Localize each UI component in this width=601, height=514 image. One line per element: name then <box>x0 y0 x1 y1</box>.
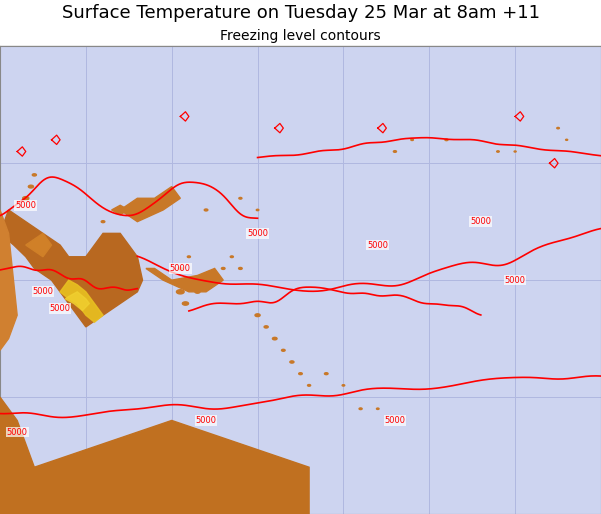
Polygon shape <box>146 268 223 292</box>
Polygon shape <box>342 384 345 386</box>
Polygon shape <box>411 139 413 140</box>
Polygon shape <box>256 209 259 211</box>
Polygon shape <box>23 196 29 200</box>
Polygon shape <box>213 279 217 281</box>
Polygon shape <box>359 408 362 410</box>
Polygon shape <box>177 290 184 294</box>
Text: 5000: 5000 <box>471 217 491 226</box>
Text: 5000: 5000 <box>15 201 36 210</box>
Polygon shape <box>290 361 294 363</box>
Polygon shape <box>66 292 90 310</box>
Polygon shape <box>60 280 103 322</box>
Text: 5000: 5000 <box>247 229 268 238</box>
Text: 5000: 5000 <box>367 241 388 250</box>
Polygon shape <box>514 151 516 152</box>
Polygon shape <box>182 302 189 305</box>
Polygon shape <box>281 350 285 351</box>
Polygon shape <box>28 185 34 188</box>
Text: Surface Temperature on Tuesday 25 Mar at 8am +11: Surface Temperature on Tuesday 25 Mar at… <box>61 4 540 22</box>
Text: 5000: 5000 <box>32 287 53 297</box>
Polygon shape <box>299 373 302 375</box>
Polygon shape <box>325 373 328 375</box>
Polygon shape <box>221 267 225 269</box>
Polygon shape <box>0 397 34 514</box>
Polygon shape <box>112 205 129 215</box>
Polygon shape <box>101 221 105 223</box>
Polygon shape <box>0 210 17 351</box>
Polygon shape <box>376 408 379 410</box>
Polygon shape <box>445 139 448 141</box>
Polygon shape <box>557 127 560 129</box>
Polygon shape <box>32 174 37 176</box>
Polygon shape <box>178 267 182 269</box>
Polygon shape <box>0 210 142 327</box>
Polygon shape <box>239 197 242 199</box>
Polygon shape <box>169 197 174 199</box>
Text: 5000: 5000 <box>50 304 70 313</box>
Polygon shape <box>272 337 277 340</box>
Polygon shape <box>308 384 311 386</box>
Polygon shape <box>264 326 268 328</box>
Text: 5000: 5000 <box>7 428 28 437</box>
Polygon shape <box>26 233 52 256</box>
Text: Freezing level contours: Freezing level contours <box>220 29 381 43</box>
Text: 5000: 5000 <box>195 416 216 425</box>
Text: 5000: 5000 <box>505 276 526 285</box>
Polygon shape <box>566 139 568 140</box>
Polygon shape <box>195 290 200 293</box>
Polygon shape <box>204 209 208 211</box>
Polygon shape <box>0 420 309 514</box>
Polygon shape <box>120 187 180 222</box>
Text: 5000: 5000 <box>385 416 406 425</box>
Polygon shape <box>230 256 233 258</box>
Polygon shape <box>239 267 242 269</box>
Text: 5000: 5000 <box>170 264 191 273</box>
Polygon shape <box>496 151 499 152</box>
Polygon shape <box>394 151 397 152</box>
Polygon shape <box>188 256 191 258</box>
Polygon shape <box>255 314 260 317</box>
